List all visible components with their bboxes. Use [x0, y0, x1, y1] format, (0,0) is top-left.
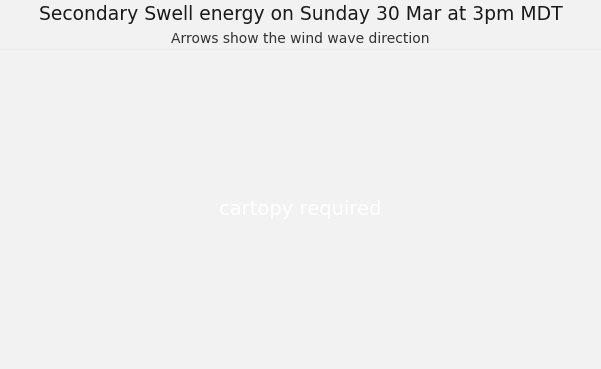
Text: Arrows show the wind wave direction: Arrows show the wind wave direction [171, 32, 430, 46]
Text: Secondary Swell energy on Sunday 30 Mar at 3pm MDT: Secondary Swell energy on Sunday 30 Mar … [38, 4, 563, 24]
Text: cartopy required: cartopy required [219, 200, 382, 219]
